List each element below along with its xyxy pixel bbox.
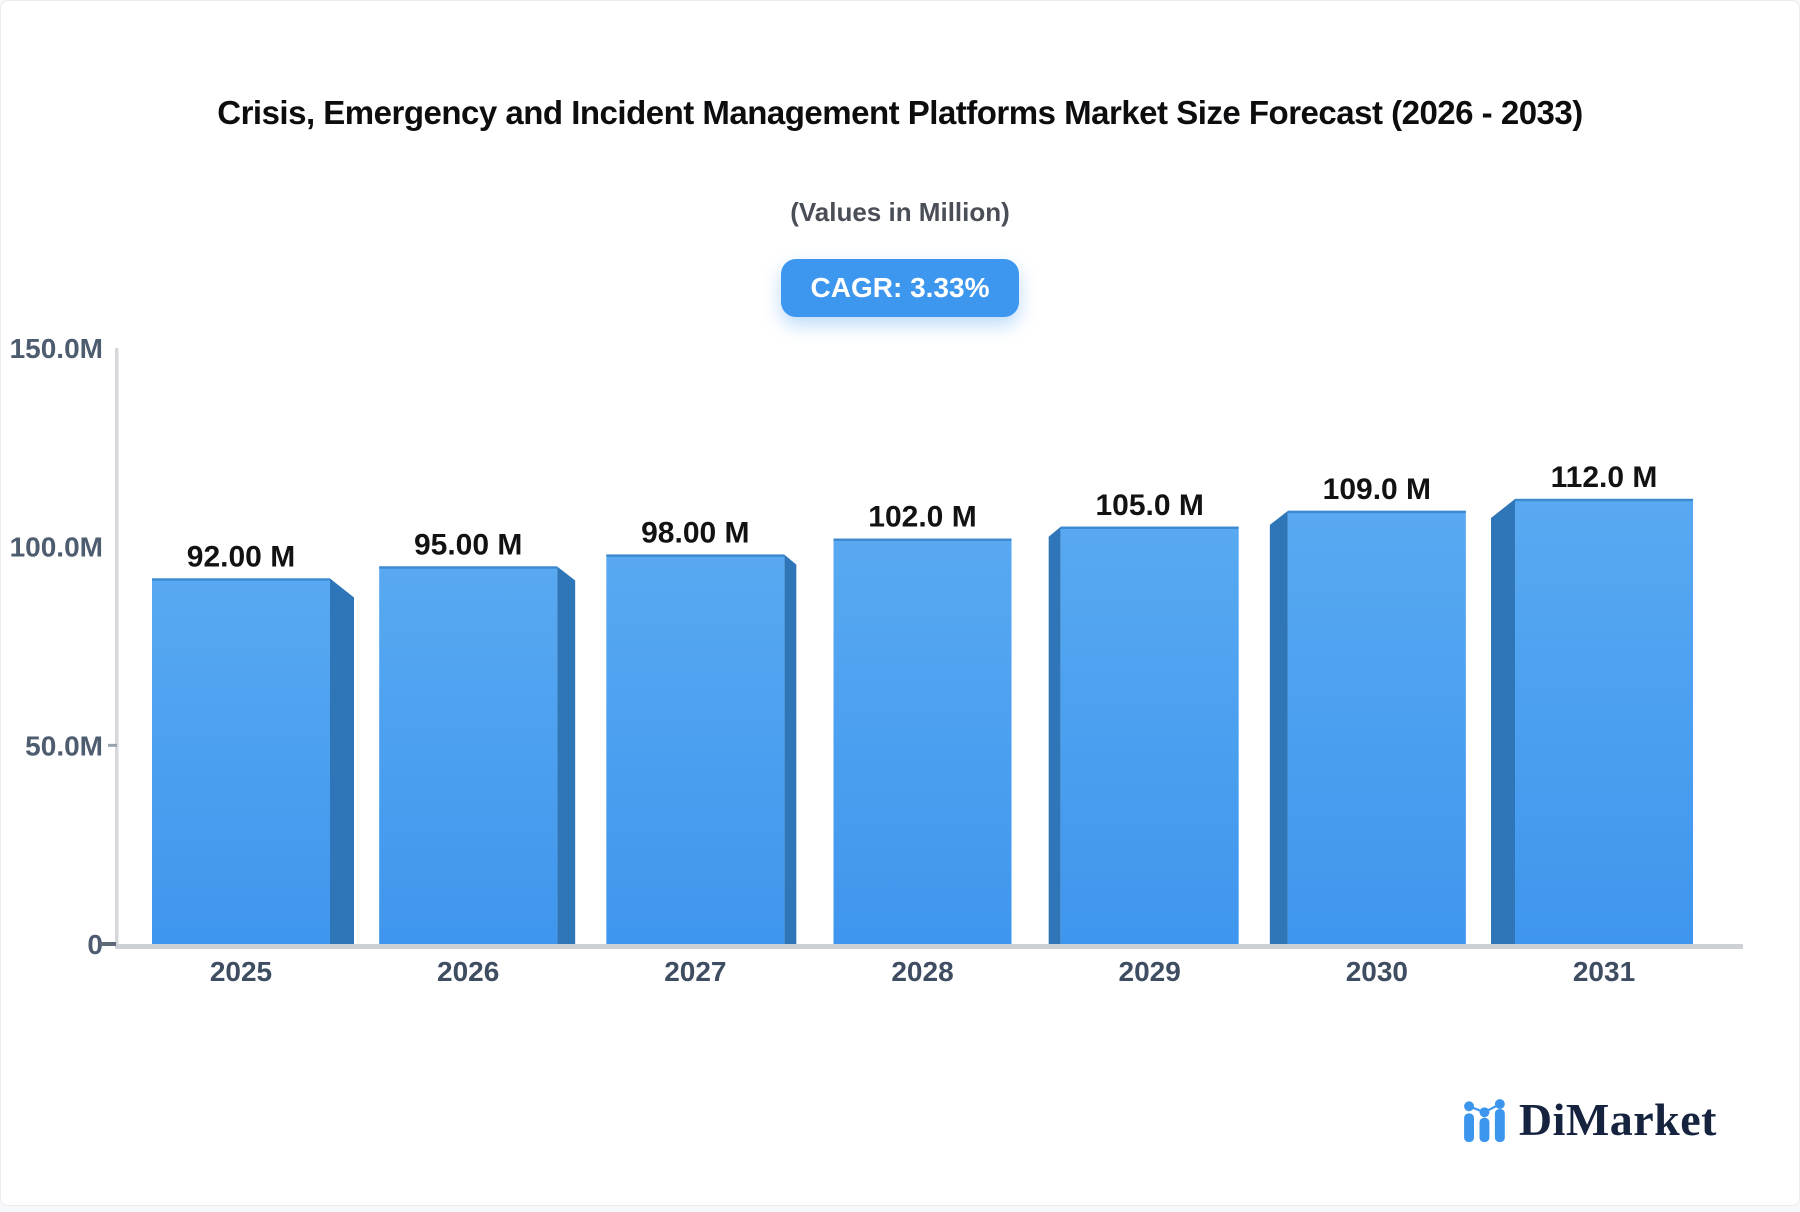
x-axis-label-2030: 2030 bbox=[1346, 956, 1408, 987]
bar-2026[interactable] bbox=[379, 566, 558, 944]
x-axis-label-2027: 2027 bbox=[664, 956, 726, 987]
y-axis-tick-label: 0 bbox=[87, 929, 103, 960]
bar-2030[interactable] bbox=[1287, 510, 1466, 944]
bar-value-label-2025: 92.00 M bbox=[187, 540, 295, 573]
x-axis-label-2028: 2028 bbox=[891, 956, 953, 987]
bar-value-label-2029: 105.0 M bbox=[1095, 489, 1203, 522]
y-axis-tick-mark bbox=[108, 743, 117, 747]
brand-logo-text: DiMarket bbox=[1518, 1094, 1717, 1145]
bar-3d-side-2026 bbox=[557, 566, 576, 944]
y-axis-line bbox=[115, 348, 119, 948]
bar-value-label-2031: 112.0 M bbox=[1551, 461, 1658, 494]
bar-2029[interactable] bbox=[1060, 526, 1239, 944]
chart-subtitle: (Values in Million) bbox=[790, 197, 1010, 227]
cagr-badge-container: CAGR: 3.33% bbox=[1, 259, 1799, 317]
y-axis-tick-label: 150.0M bbox=[10, 333, 103, 364]
bar-value-label-2030: 109.0 M bbox=[1323, 473, 1431, 506]
bar-3d-side-2030 bbox=[1269, 510, 1288, 944]
bar-value-label-2027: 98.00 M bbox=[641, 517, 749, 550]
bar-group-2027[interactable]: 98.00 M bbox=[606, 517, 797, 944]
bar-group-2029[interactable]: 105.0 M bbox=[1048, 489, 1239, 944]
bar-3d-side-2025 bbox=[330, 578, 354, 944]
x-axis-label-2029: 2029 bbox=[1119, 956, 1181, 987]
cagr-badge: CAGR: 3.33% bbox=[780, 259, 1020, 317]
y-axis-tick-mark bbox=[100, 942, 116, 946]
bar-3d-side-2031 bbox=[1491, 498, 1516, 944]
x-axis-line bbox=[115, 944, 1743, 949]
x-axis-label-2025: 2025 bbox=[210, 956, 272, 987]
bar-2025[interactable] bbox=[152, 578, 330, 944]
x-axis-label-2031: 2031 bbox=[1573, 956, 1635, 987]
bar-value-label-2026: 95.00 M bbox=[414, 529, 522, 562]
bar-2028[interactable] bbox=[833, 538, 1012, 944]
bar-group-2025[interactable]: 92.00 M bbox=[152, 540, 354, 944]
brand-logo: DiMarket bbox=[1463, 1093, 1717, 1146]
bar-chart: 150.0M 100.0M 50.0M 0 92.00 M 2025 95.00 M 2026… bbox=[10, 333, 1743, 987]
bar-group-2030[interactable]: 109.0 M bbox=[1269, 473, 1466, 944]
chart-title: Crisis, Emergency and Incident Managemen… bbox=[217, 94, 1583, 131]
bar-2031[interactable] bbox=[1515, 498, 1694, 944]
bar-group-2026[interactable]: 95.00 M bbox=[379, 529, 576, 944]
y-axis-tick-label: 50.0M bbox=[25, 730, 103, 761]
brand-logo-icon bbox=[1463, 1098, 1505, 1142]
y-axis-tick-label: 100.0M bbox=[10, 532, 103, 563]
x-axis-label-2026: 2026 bbox=[437, 956, 499, 987]
bar-2027[interactable] bbox=[606, 554, 785, 944]
bar-3d-side-2029 bbox=[1048, 526, 1061, 944]
bar-3d-side-2027 bbox=[784, 554, 797, 944]
bar-group-2028[interactable]: 102.0 M bbox=[833, 501, 1012, 944]
bar-value-label-2028: 102.0 M bbox=[868, 501, 976, 534]
bar-group-2031[interactable]: 112.0 M bbox=[1491, 461, 1694, 944]
